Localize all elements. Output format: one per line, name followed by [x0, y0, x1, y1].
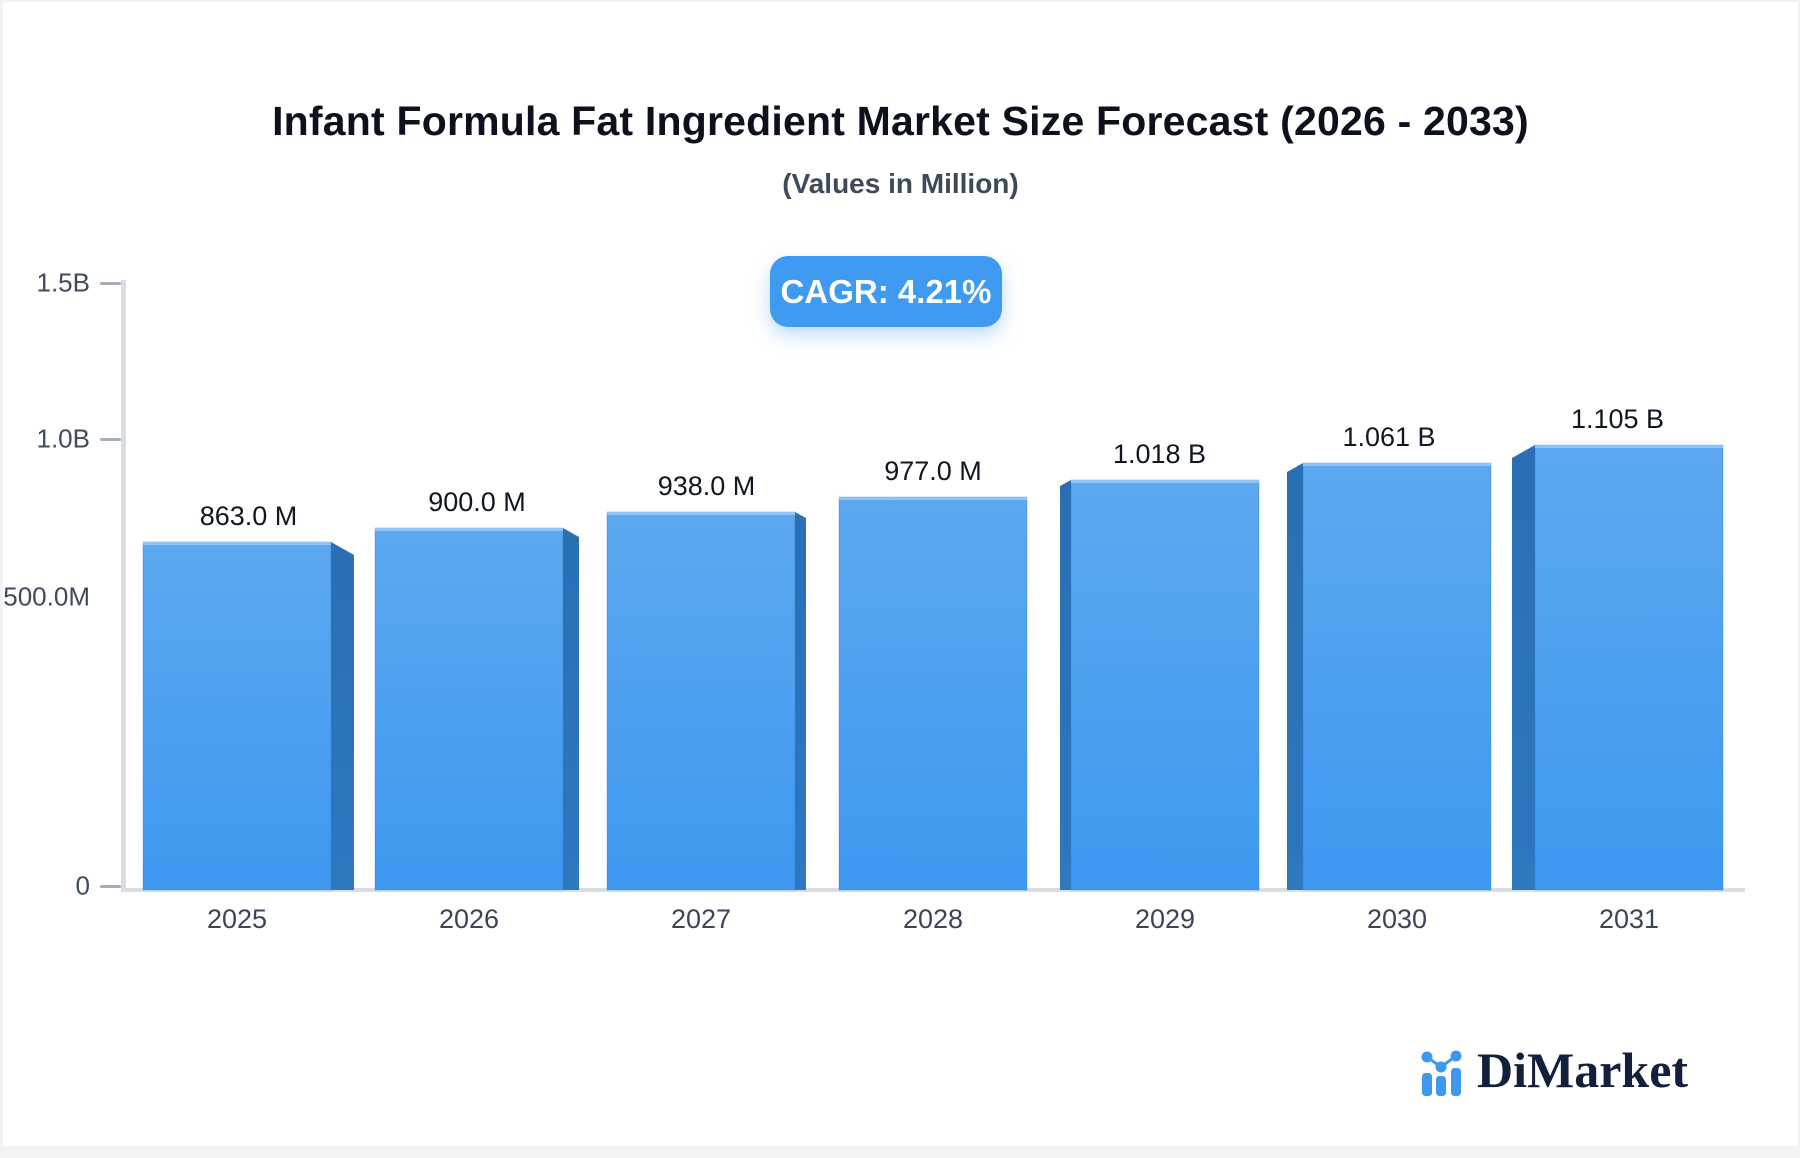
y-tick-dash-1_5b — [100, 282, 121, 285]
chart-card: Infant Formula Fat Ingredient Market Siz… — [3, 2, 1798, 1146]
bar-value-label-2026: 900.0 M — [428, 487, 526, 517]
mini-bar-chart-icon — [1421, 1050, 1462, 1096]
y-tick-dash-0 — [100, 885, 121, 888]
bar-2026[interactable] — [374, 527, 564, 891]
bar-2031[interactable] — [1534, 444, 1724, 891]
bar-side-2030 — [1287, 463, 1303, 890]
bar-side-2031 — [1512, 445, 1535, 890]
bar-2028[interactable] — [838, 496, 1028, 891]
y-tick-label-0: 0 — [75, 870, 90, 901]
x-tick-label-2027: 2027 — [670, 904, 732, 934]
x-tick-label-2025: 2025 — [206, 904, 268, 934]
bar-side-2029 — [1060, 480, 1071, 890]
y-tick-label-1_5b: 1.5B — [36, 267, 91, 298]
bar-chart-canvas — [121, 280, 1745, 892]
bar-top-highlight — [607, 512, 795, 515]
bar-value-label-2029: 1.018 B — [1112, 439, 1207, 469]
x-tick-label-2031: 2031 — [1598, 904, 1660, 934]
bar-top-highlight — [143, 542, 331, 545]
bar-value-label-2027: 938.0 M — [657, 471, 756, 501]
bar-side-2025 — [331, 542, 354, 890]
chart-title: Infant Formula Fat Ingredient Market Siz… — [272, 98, 1529, 144]
bar-value-label-2025: 863.0 M — [199, 501, 298, 531]
y-axis-line — [121, 280, 126, 892]
logo-text: DiMarket — [1477, 1042, 1689, 1098]
bar-2025[interactable] — [142, 541, 332, 891]
bar-2030[interactable] — [1302, 462, 1492, 891]
dimarket-logo: DiMarket — [1419, 1038, 1688, 1096]
bar-2029[interactable] — [1070, 479, 1260, 891]
bar-top-highlight — [1535, 445, 1723, 448]
chart-subtitle: (Values in Million) — [782, 168, 1019, 199]
bar-top-highlight — [1303, 463, 1491, 466]
bar-side-2026 — [563, 528, 579, 890]
bar-value-label-2031: 1.105 B — [1570, 404, 1665, 434]
y-tick-dash-1_0b — [100, 438, 121, 441]
x-tick-label-2028: 2028 — [902, 904, 964, 934]
bar-side-2027 — [795, 512, 806, 890]
cagr-badge[interactable]: CAGR: 4.21% — [770, 256, 1002, 327]
bar-chart: 1.5B 1.0B 500.0M 0 863.0 M 2025 900.0 M 202… — [3, 2, 1800, 1158]
y-tick-label-1_0b: 1.0B — [36, 423, 91, 454]
x-tick-label-2030: 2030 — [1366, 904, 1428, 934]
x-tick-label-2026: 2026 — [438, 904, 500, 934]
bar-top-highlight — [839, 497, 1027, 500]
x-tick-label-2029: 2029 — [1134, 904, 1196, 934]
bar-value-label-2030: 1.061 B — [1342, 422, 1436, 452]
bar-value-label-2028: 977.0 M — [884, 456, 982, 486]
bar-top-highlight — [375, 528, 563, 531]
bar-2027[interactable] — [606, 511, 796, 891]
y-tick-label-500m: 500.0M — [3, 581, 90, 612]
bar-top-highlight — [1071, 480, 1259, 483]
